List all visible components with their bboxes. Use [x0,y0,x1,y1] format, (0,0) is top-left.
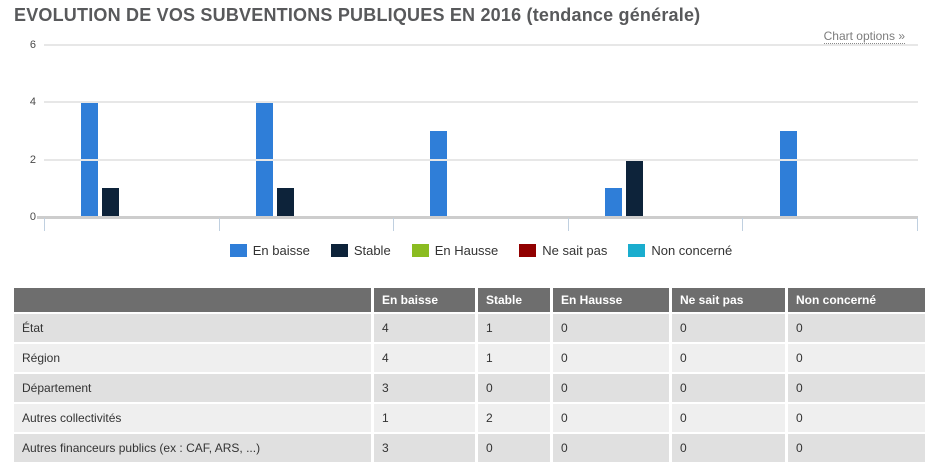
value-cell: 0 [553,434,672,464]
chart-bar-slot [605,188,623,217]
chart-groups [44,45,918,217]
value-cell: 0 [672,344,788,374]
table-row: État 4 1 0 0 0 [14,314,925,344]
gridline [44,158,918,161]
chart-bar-group [44,45,219,217]
legend-swatch [411,244,429,257]
legend-item: En Hausse [411,243,499,258]
legend-item: Non concerné [628,243,732,258]
x-axis-tick-row [44,218,918,231]
legend-label: Stable [353,243,391,258]
chart-bar-slot [780,131,798,217]
value-cell: 0 [553,314,672,344]
table-header-cell: Stable [478,288,553,314]
table-header-cell [14,288,374,314]
chart-options: Chart options » [823,29,905,44]
chart-bar-slot [101,188,119,217]
chart-bar [626,159,644,217]
table-row: Autres collectivités 1 2 0 0 0 [14,404,925,434]
value-cell: 4 [374,314,478,344]
value-cell: 0 [788,434,925,464]
chart-bar-group [394,45,569,217]
y-axis-label: 4 [29,96,36,109]
legend-swatch [628,244,646,257]
page-title: EVOLUTION DE VOS SUBVENTIONS PUBLIQUES E… [14,5,701,25]
table-header-cell: En baisse [374,288,478,314]
chart-bar-slot [626,159,644,217]
y-axis-label: 2 [29,153,36,166]
table-body: État 4 1 0 0 0 Région 4 1 0 0 0 Département 3 0 0 0 0 Autr… [14,314,925,464]
value-cell: 1 [374,404,478,434]
table-row: Région 4 1 0 0 0 [14,344,925,374]
x-axis-tick-cell [393,218,568,231]
chart-bar-group [743,45,918,217]
legend-swatch [229,244,247,257]
chart-bar-group [219,45,394,217]
value-cell: 0 [553,404,672,434]
row-label-cell: Autres collectivités [14,404,374,434]
chart-bar-slot [276,188,294,217]
chart-bar-slot [430,131,448,217]
chart-bar-group [568,45,743,217]
value-cell: 0 [478,374,553,404]
value-cell: 0 [672,314,788,344]
chart-bar [605,188,623,217]
y-axis-label: 6 [29,39,36,51]
value-cell: 1 [478,344,553,374]
value-cell: 4 [374,344,478,374]
row-label-cell: Autres financeurs publics (ex : CAF, ARS… [14,434,374,464]
chart-bar [276,188,294,217]
value-cell: 3 [374,374,478,404]
legend-label: En Hausse [434,243,499,258]
legend-item: Stable [330,243,391,258]
row-label-cell: Région [14,344,374,374]
gridline [44,44,918,46]
value-cell: 0 [672,404,788,434]
data-table: En baisse Stable En Hausse Ne sait pas Non c… [14,288,925,464]
x-axis-line [37,216,918,219]
legend-label: Ne sait pas [542,243,608,258]
legend-label: Non concerné [651,243,733,258]
chart-bar [430,131,448,217]
value-cell: 0 [553,374,672,404]
legend-item: En baisse [229,243,310,258]
row-label-cell: État [14,314,374,344]
table-header-cell: En Hausse [553,288,672,314]
value-cell: 0 [788,404,925,434]
value-cell: 3 [374,434,478,464]
chart-bar [780,131,798,217]
x-axis-tick-cell [742,218,918,231]
table-header-cell: Non concerné [788,288,925,314]
x-axis-tick-cell [218,218,394,231]
legend-item: Ne sait pas [519,243,607,258]
legend-swatch [519,244,537,257]
value-cell: 0 [672,374,788,404]
bar-chart: 0 2 4 6 [30,39,918,231]
row-label-cell: Département [14,374,374,404]
legend-label: En baisse [252,243,310,258]
x-axis-tick-cell [44,218,219,231]
chart-bar [101,188,119,217]
value-cell: 0 [788,344,925,374]
value-cell: 0 [788,374,925,404]
value-cell: 0 [478,434,553,464]
table-row: Département 3 0 0 0 0 [14,374,925,404]
value-cell: 0 [672,434,788,464]
value-cell: 0 [788,314,925,344]
value-cell: 2 [478,404,553,434]
chart-legend: En baisse Stable En Hausse Ne sait pas Non c… [44,243,918,258]
x-axis-tick-cell [567,218,743,231]
chart-options-link[interactable]: Chart options » [823,29,905,44]
y-axis-label: 0 [29,211,36,223]
table-header-cell: Ne sait pas [672,288,788,314]
legend-swatch [330,244,348,257]
value-cell: 0 [553,344,672,374]
table-header-row: En baisse Stable En Hausse Ne sait pas Non c… [14,288,925,314]
gridline [44,101,918,104]
value-cell: 1 [478,314,553,344]
table-row: Autres financeurs publics (ex : CAF, ARS… [14,434,925,464]
